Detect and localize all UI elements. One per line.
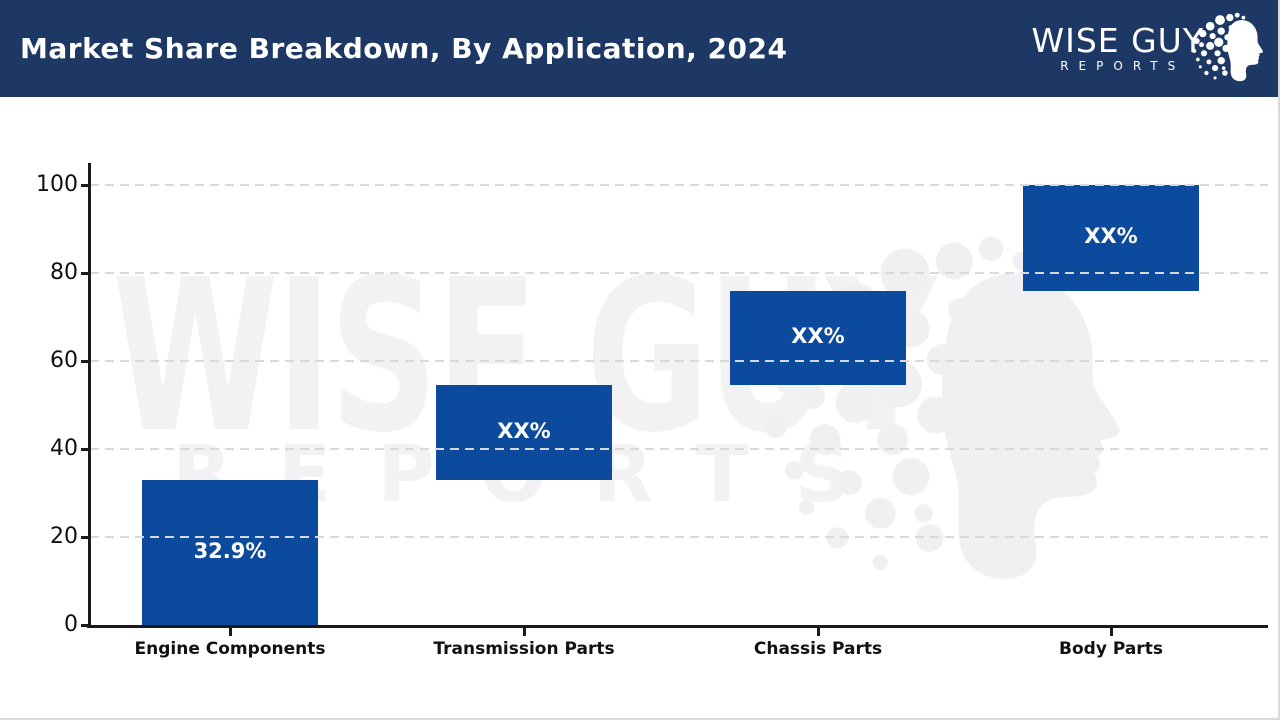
y-tick-100 [81, 184, 88, 187]
gridline-20 [90, 536, 1268, 538]
logo-subtitle: REPORTS [1060, 59, 1186, 74]
bar-value-label-transmission-parts: XX% [497, 418, 551, 443]
x-tick-engine-components [229, 627, 232, 636]
gridline-80 [90, 272, 1268, 274]
page-title: Market Share Breakdown, By Application, … [20, 32, 788, 65]
x-tick-chassis-parts [817, 627, 820, 636]
y-tick-label-40: 40 [50, 436, 78, 461]
y-tick-20 [81, 536, 88, 539]
gridline-60 [90, 360, 1268, 362]
gridline-100 [90, 184, 1268, 186]
y-axis [88, 163, 91, 627]
bar-value-label-body-parts: XX% [1084, 224, 1138, 249]
bar-transmission-parts [436, 385, 612, 481]
bar-value-label-chassis-parts: XX% [791, 324, 845, 349]
y-tick-60 [81, 360, 88, 363]
bar-engine-components [142, 480, 318, 625]
y-tick-80 [81, 272, 88, 275]
y-tick-label-60: 60 [50, 348, 78, 373]
y-tick-0 [81, 624, 88, 627]
y-tick-label-20: 20 [50, 524, 78, 549]
logo-head-icon [1188, 7, 1268, 91]
bar-chassis-parts [730, 291, 906, 386]
x-label-engine-components: Engine Components [134, 639, 326, 659]
x-label-transmission-parts: Transmission Parts [433, 639, 615, 659]
x-axis [87, 625, 1268, 628]
gridline-40 [90, 448, 1268, 450]
y-tick-label-100: 100 [36, 172, 78, 197]
y-tick-label-0: 0 [64, 612, 78, 637]
logo-text: WISE GUY REPORTS [1031, 20, 1204, 74]
bar-value-label-engine-components: 32.9% [193, 538, 267, 563]
y-tick-label-80: 80 [50, 260, 78, 285]
x-label-chassis-parts: Chassis Parts [753, 639, 883, 659]
x-label-body-parts: Body Parts [1059, 639, 1163, 659]
header-band: Market Share Breakdown, By Application, … [0, 0, 1280, 97]
logo-wordmark: WISE GUY [1031, 20, 1204, 60]
y-tick-40 [81, 448, 88, 451]
x-tick-transmission-parts [523, 627, 526, 636]
x-tick-body-parts [1110, 627, 1113, 636]
wise-guy-reports-logo: WISE GUY REPORTS [1031, 7, 1280, 91]
